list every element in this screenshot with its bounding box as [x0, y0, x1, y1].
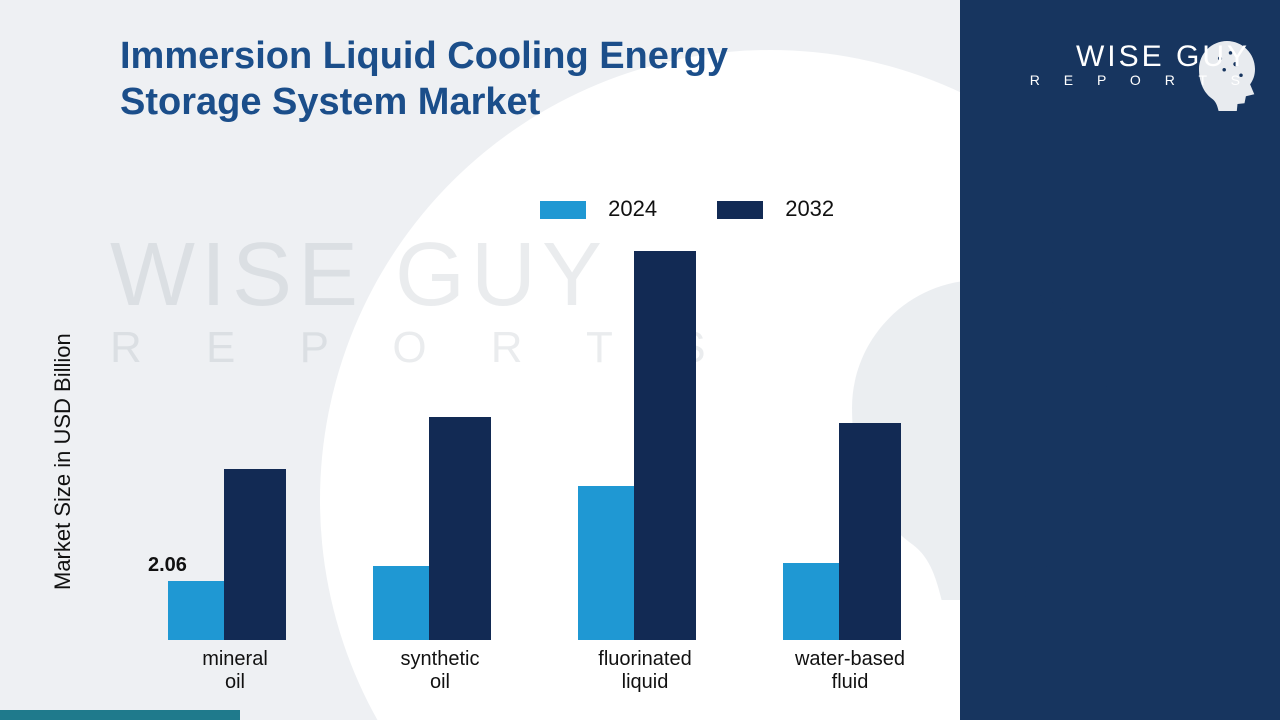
value-label: 2.06	[148, 554, 187, 577]
bar-2032	[634, 251, 696, 640]
bar-group: synthetic oil	[355, 240, 525, 640]
brand-logo-line2: R E P O R T S	[1030, 72, 1250, 88]
category-label: mineral oil	[150, 648, 320, 694]
brand-logo: WISE GUY R E P O R T S	[1030, 40, 1250, 88]
bottom-accent-strip	[0, 710, 240, 720]
brand-logo-line1: WISE GUY	[1030, 40, 1250, 74]
bar-2024	[168, 581, 230, 640]
legend: 2024 2032	[540, 196, 834, 222]
category-label: fluorinated liquid	[560, 648, 730, 694]
chart-title: Immersion Liquid Cooling Energy Storage …	[120, 34, 840, 125]
legend-label-2032: 2032	[785, 196, 834, 221]
bar-group: water-based fluid	[765, 240, 935, 640]
bar-2024	[373, 566, 435, 640]
legend-item-2032: 2032	[717, 196, 834, 222]
bar-chart: mineral oil2.06synthetic oilfluorinated …	[130, 240, 950, 640]
stage: WISE GUY R E P O R T S Immersion Liquid …	[0, 0, 1280, 720]
legend-swatch-2032	[717, 201, 763, 219]
bar-group: mineral oil2.06	[150, 240, 320, 640]
bar-2032	[429, 417, 491, 640]
bar-2032	[839, 423, 901, 640]
legend-label-2024: 2024	[608, 196, 657, 221]
legend-item-2024: 2024	[540, 196, 657, 222]
y-axis-label: Market Size in USD Billion	[50, 333, 76, 590]
category-label: synthetic oil	[355, 648, 525, 694]
bar-group: fluorinated liquid	[560, 240, 730, 640]
legend-swatch-2024	[540, 201, 586, 219]
bar-2024	[578, 486, 640, 640]
bar-2032	[224, 469, 286, 640]
category-label: water-based fluid	[765, 648, 935, 694]
bar-2024	[783, 563, 845, 640]
